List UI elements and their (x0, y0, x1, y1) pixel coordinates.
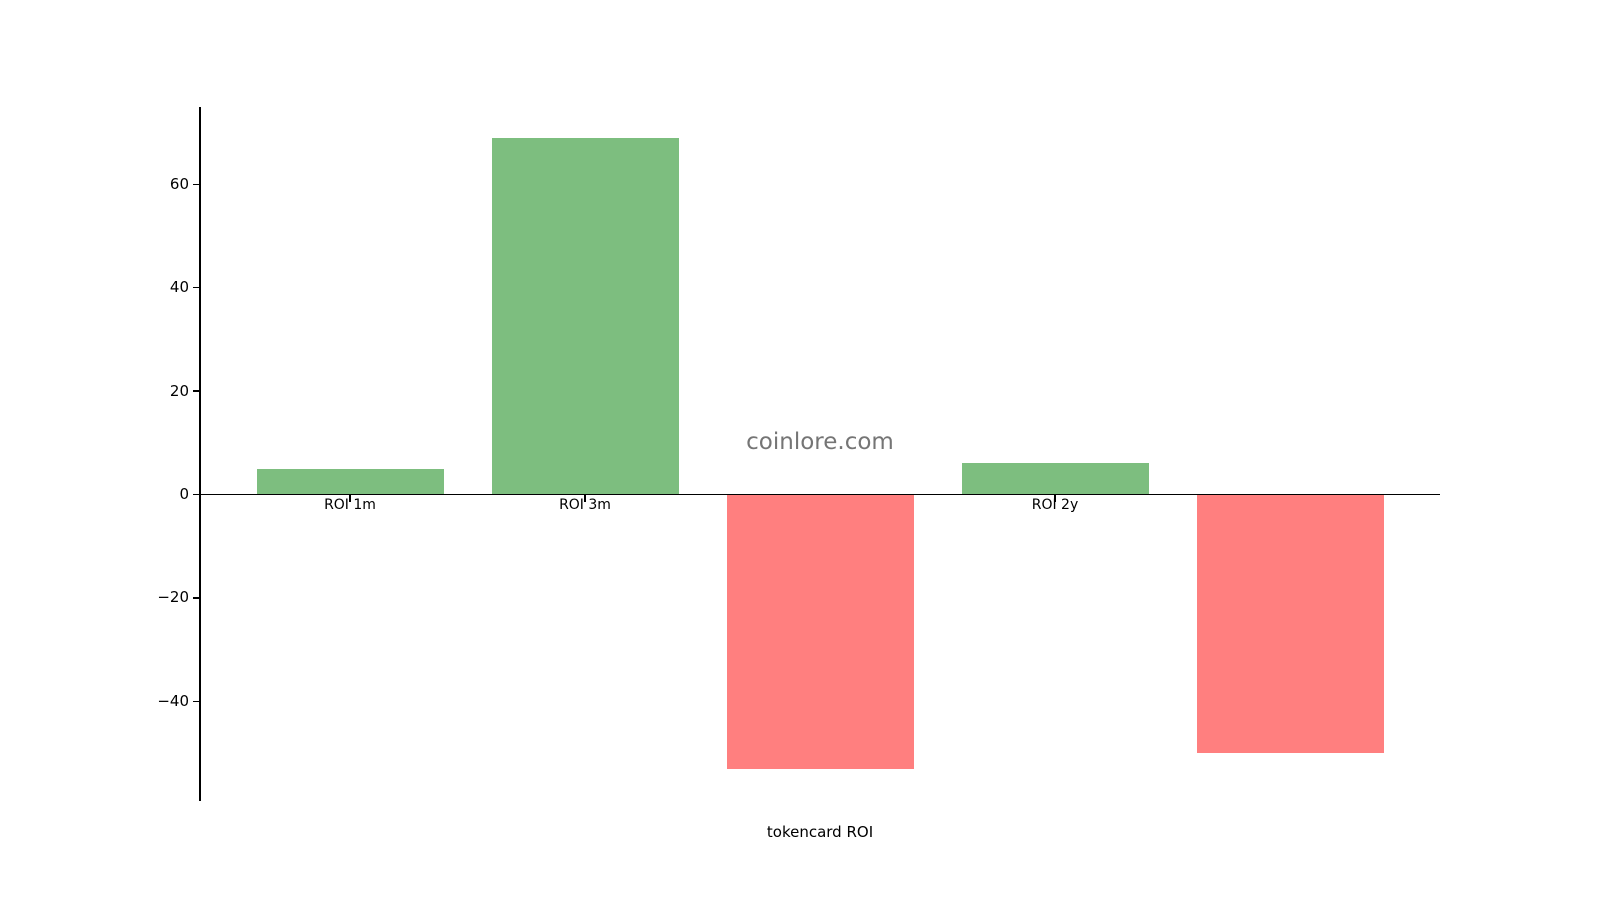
bar (256, 468, 444, 495)
bar (1196, 494, 1384, 753)
y-axis-line (199, 107, 201, 801)
watermark-text: coinlore.com (746, 429, 894, 455)
chart-title: tokencard ROI (766, 823, 874, 841)
y-tick-label: −40 (157, 691, 189, 710)
bar (726, 494, 914, 769)
x-tick-mark (349, 494, 351, 502)
y-tick-mark (193, 287, 200, 289)
y-tick-mark (193, 493, 200, 496)
y-tick-mark (193, 597, 200, 599)
x-tick-label: ROI 2y (1031, 496, 1079, 513)
y-tick-mark (193, 183, 200, 185)
y-tick-label: −20 (157, 588, 189, 607)
x-tick-label: ROI 3m (559, 496, 611, 513)
y-tick-label: 0 (179, 485, 189, 503)
bar (961, 463, 1149, 495)
x-axis-zero-line (199, 494, 1440, 496)
y-tick-label: 20 (169, 381, 189, 400)
y-tick-mark (193, 700, 200, 702)
y-tick-label: 60 (169, 174, 189, 193)
y-tick-mark (193, 390, 200, 392)
x-tick-label: ROI 1m (324, 496, 376, 513)
bar (491, 137, 679, 495)
x-tick-mark (1054, 494, 1056, 502)
x-tick-mark (584, 494, 586, 502)
y-tick-label: 40 (169, 278, 189, 297)
